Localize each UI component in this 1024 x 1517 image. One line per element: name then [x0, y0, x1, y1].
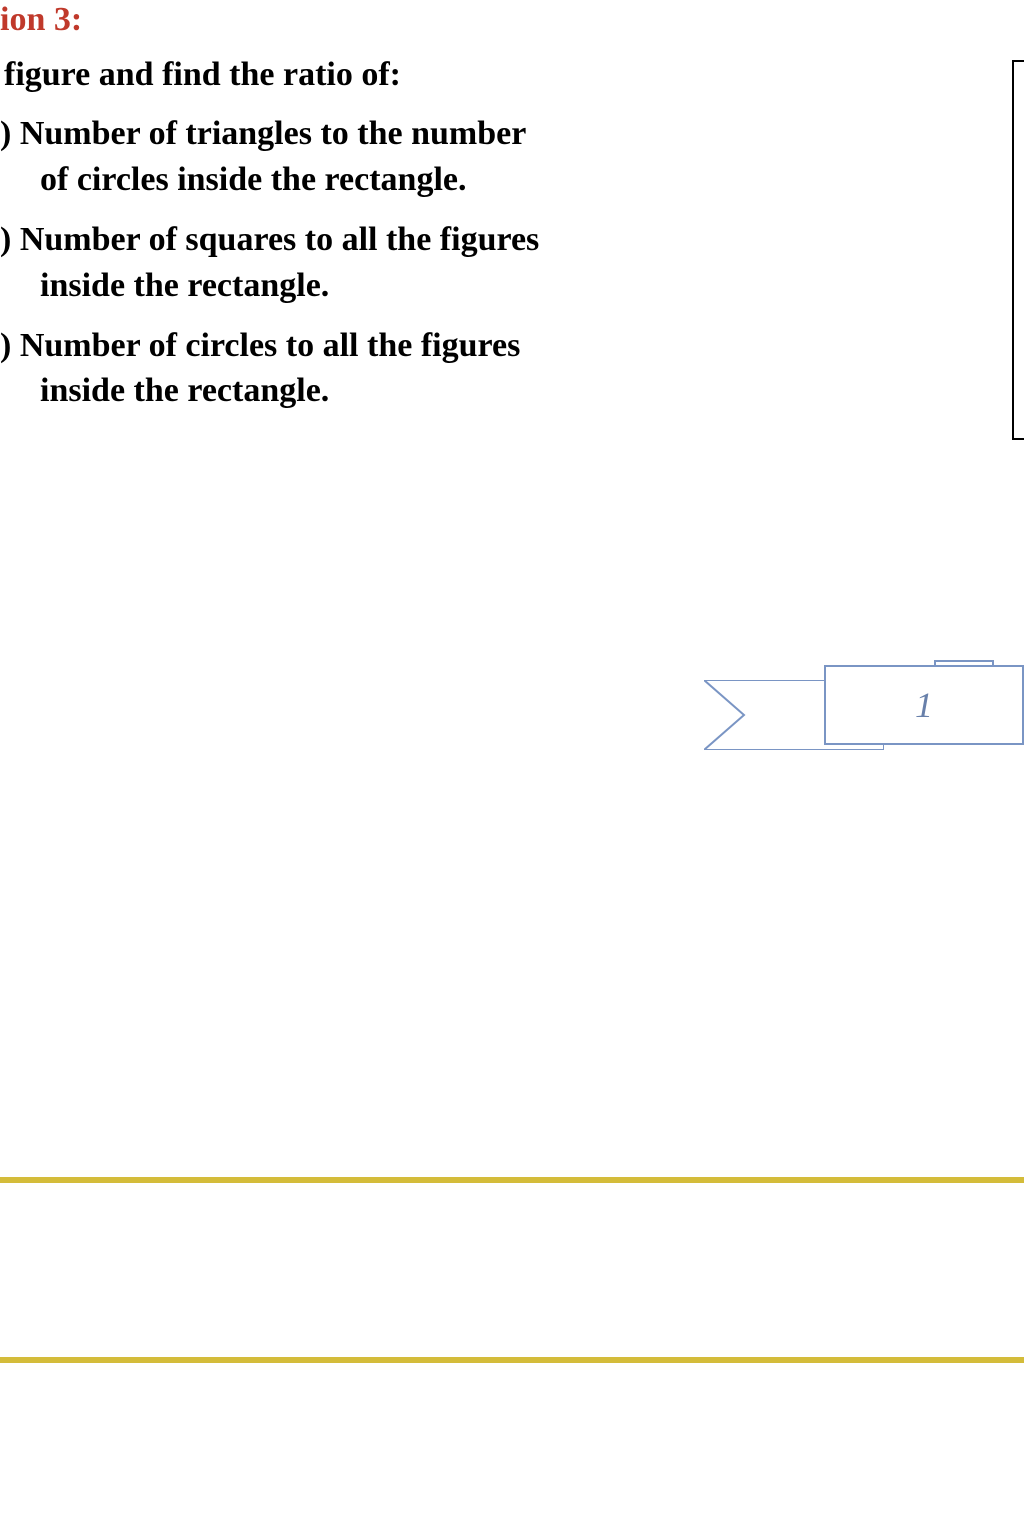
item-text-line2: of circles inside the rectangle.	[40, 157, 1024, 203]
divider-bar-bottom	[0, 1357, 1024, 1363]
figure-placeholder-edge	[1012, 60, 1024, 440]
item-marker: )	[0, 115, 11, 152]
item-marker: )	[0, 221, 11, 258]
list-item-c: ) Number of circles to all the figures	[0, 323, 1024, 369]
divider-bar-top	[0, 1177, 1024, 1183]
question-heading: ion 3:	[0, 0, 1024, 41]
ribbon-body: 1	[824, 665, 1024, 745]
item-text-line2: inside the rectangle.	[40, 263, 1024, 309]
divider-section	[0, 1177, 1024, 1377]
item-text-line2: inside the rectangle.	[40, 368, 1024, 414]
list-item-b: ) Number of squares to all the figures	[0, 217, 1024, 263]
intro-text: figure and find the ratio of:	[4, 53, 1024, 97]
list-item-a: ) Number of triangles to the number	[0, 111, 1024, 157]
item-text-line1: Number of squares to all the figures	[20, 221, 539, 258]
item-marker: )	[0, 327, 11, 364]
item-text-line1: Number of triangles to the number	[20, 115, 527, 152]
page-ribbon: 1	[704, 660, 1024, 770]
page-content: ion 3: figure and find the ratio of: ) N…	[0, 0, 1024, 414]
page-number: 1	[915, 684, 933, 726]
item-text-line1: Number of circles to all the figures	[20, 327, 520, 364]
